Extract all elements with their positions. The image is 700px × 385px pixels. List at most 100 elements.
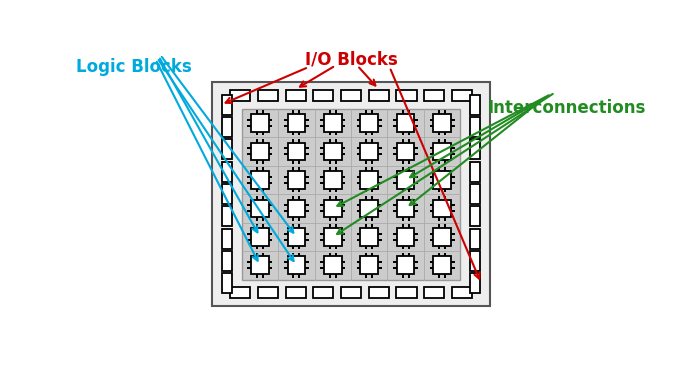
- Bar: [430, 267, 433, 270]
- Bar: [258, 287, 278, 298]
- Bar: [298, 217, 300, 221]
- Bar: [371, 253, 373, 256]
- Bar: [407, 139, 410, 142]
- Bar: [414, 182, 418, 184]
- Bar: [357, 119, 360, 121]
- Bar: [357, 210, 360, 213]
- Bar: [329, 274, 331, 278]
- Bar: [324, 199, 342, 217]
- Bar: [357, 153, 360, 155]
- Bar: [293, 189, 295, 192]
- Bar: [402, 274, 404, 278]
- Bar: [248, 261, 251, 263]
- Bar: [213, 82, 490, 306]
- Bar: [433, 171, 451, 189]
- Bar: [341, 287, 361, 298]
- Bar: [414, 153, 418, 155]
- Bar: [402, 253, 404, 256]
- Bar: [424, 287, 444, 298]
- Bar: [256, 167, 258, 171]
- Bar: [430, 261, 433, 263]
- Bar: [402, 132, 404, 135]
- Bar: [438, 139, 440, 142]
- Bar: [451, 119, 454, 121]
- Bar: [430, 176, 433, 178]
- Bar: [335, 196, 337, 199]
- Bar: [288, 228, 305, 246]
- Bar: [222, 95, 232, 115]
- Bar: [365, 224, 368, 228]
- Bar: [342, 176, 345, 178]
- Bar: [357, 204, 360, 206]
- Bar: [444, 167, 446, 171]
- Bar: [451, 147, 454, 149]
- Bar: [357, 233, 360, 235]
- Bar: [393, 233, 397, 235]
- Bar: [305, 125, 309, 127]
- Bar: [335, 139, 337, 142]
- Bar: [293, 253, 295, 256]
- Bar: [371, 110, 373, 114]
- Bar: [444, 132, 446, 135]
- Bar: [414, 147, 418, 149]
- Text: Logic Blocks: Logic Blocks: [76, 58, 192, 76]
- Bar: [262, 189, 264, 192]
- Bar: [269, 182, 272, 184]
- Bar: [393, 119, 397, 121]
- Bar: [256, 253, 258, 256]
- Bar: [342, 233, 345, 235]
- Bar: [357, 261, 360, 263]
- Bar: [407, 132, 410, 135]
- Bar: [262, 167, 264, 171]
- Bar: [288, 199, 305, 217]
- Bar: [438, 167, 440, 171]
- Bar: [414, 261, 418, 263]
- Bar: [365, 253, 368, 256]
- Bar: [335, 274, 337, 278]
- Bar: [378, 176, 382, 178]
- Bar: [365, 132, 368, 135]
- Bar: [248, 147, 251, 149]
- Bar: [288, 114, 305, 132]
- Bar: [342, 261, 345, 263]
- Bar: [430, 147, 433, 149]
- Bar: [251, 142, 269, 160]
- Bar: [256, 224, 258, 228]
- Bar: [397, 171, 414, 189]
- Bar: [438, 110, 440, 114]
- Bar: [335, 253, 337, 256]
- Bar: [335, 217, 337, 221]
- Bar: [444, 246, 446, 249]
- Bar: [335, 224, 337, 228]
- Bar: [335, 132, 337, 135]
- Bar: [293, 217, 295, 221]
- Bar: [360, 171, 378, 189]
- Bar: [256, 196, 258, 199]
- Bar: [293, 139, 295, 142]
- Text: I/O Blocks: I/O Blocks: [304, 50, 398, 68]
- Bar: [329, 160, 331, 164]
- Bar: [222, 206, 232, 226]
- Bar: [438, 253, 440, 256]
- Bar: [284, 153, 288, 155]
- Bar: [248, 210, 251, 213]
- Bar: [430, 153, 433, 155]
- Text: Interconnections: Interconnections: [487, 99, 646, 117]
- Bar: [288, 256, 305, 274]
- Bar: [269, 204, 272, 206]
- Bar: [241, 109, 461, 280]
- Bar: [378, 233, 382, 235]
- Bar: [342, 267, 345, 270]
- Bar: [329, 167, 331, 171]
- Bar: [397, 114, 414, 132]
- Bar: [321, 119, 324, 121]
- Bar: [251, 256, 269, 274]
- Bar: [452, 90, 472, 101]
- Bar: [329, 139, 331, 142]
- Bar: [269, 210, 272, 213]
- Bar: [433, 114, 451, 132]
- Bar: [342, 239, 345, 241]
- Bar: [251, 228, 269, 246]
- Bar: [321, 210, 324, 213]
- Bar: [256, 160, 258, 164]
